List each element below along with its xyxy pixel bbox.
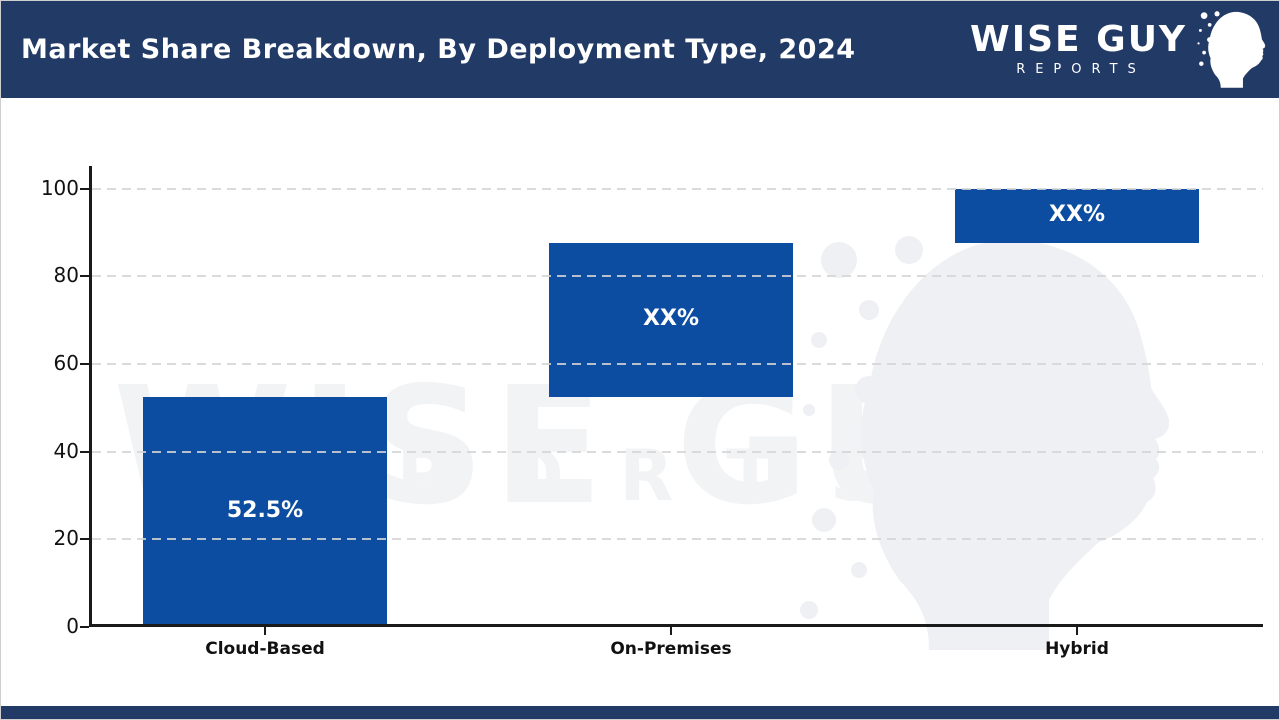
y-tick-20 [80, 538, 89, 541]
y-axis-line [89, 166, 92, 627]
bar-hybrid [955, 188, 1199, 244]
footer-band [1, 706, 1279, 719]
chart-title: Market Share Breakdown, By Deployment Ty… [21, 34, 856, 65]
y-tick-label-100: 100 [40, 175, 79, 200]
x-tick-2 [670, 627, 672, 635]
wiseguy-logo-name: WISE GUY [969, 19, 1187, 60]
bar-value-label: XX% [643, 306, 699, 332]
y-tick-100 [80, 187, 89, 190]
bar-value-label: XX% [1049, 201, 1105, 227]
y-tick-80 [80, 275, 89, 278]
y-tick-label-60: 60 [53, 350, 79, 375]
wiseguy-logo-subname: REPORTS [1016, 62, 1146, 77]
x-category-label: Hybrid [1045, 639, 1109, 659]
wiseguy-logo: WISE GUY REPORTS [970, 8, 1267, 92]
bar-cloud-based [143, 396, 387, 627]
x-category-label: On-Premises [610, 639, 732, 659]
gridline-100 [92, 187, 1263, 190]
x-axis-line [89, 624, 1263, 627]
x-tick-1 [264, 627, 266, 635]
plot-area: WISE GUY REPORTS 0 20 40 60 80 100 [1, 98, 1279, 708]
watermark-head-icon [779, 220, 1179, 654]
header-band: Market Share Breakdown, By Deployment Ty… [1, 1, 1279, 98]
x-category-label: Cloud-Based [205, 639, 325, 659]
y-tick-label-0: 0 [66, 614, 79, 638]
wiseguy-head-icon [1193, 8, 1267, 92]
x-tick-3 [1076, 627, 1078, 635]
bar-value-label: 52.5% [226, 497, 304, 523]
gridline-60 [92, 362, 1263, 365]
y-tick-label-80: 80 [53, 263, 79, 288]
y-tick-label-20: 20 [53, 526, 79, 551]
gridline-20 [92, 538, 1263, 541]
gridline-80 [92, 275, 1263, 278]
gridline-40 [92, 450, 1263, 453]
y-tick-40 [80, 450, 89, 453]
bar-on-premises [549, 243, 793, 397]
y-tick-60 [80, 362, 89, 365]
y-tick-label-40: 40 [53, 438, 79, 463]
wiseguy-logo-text: WISE GUY REPORTS [969, 19, 1187, 78]
y-tick-0 [80, 626, 89, 628]
